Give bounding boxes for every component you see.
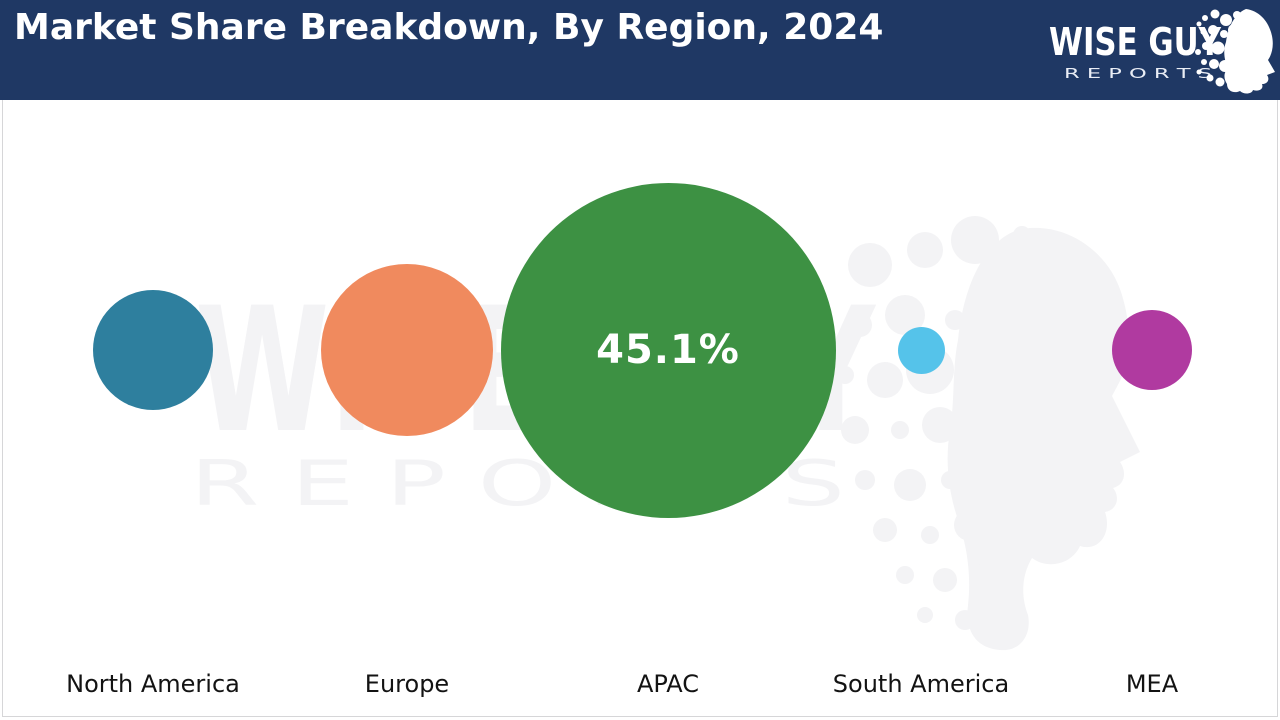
- category-label-mea: MEA: [1125, 670, 1179, 698]
- bubble-apac[interactable]: 45.1%: [500, 182, 836, 518]
- bubble-europe[interactable]: [321, 264, 493, 436]
- wise-guy-logo: WISE GUY R E P O R T S: [1006, 4, 1276, 96]
- logo-text-wise-guy: WISE GUY: [1049, 20, 1221, 64]
- bubble-mea[interactable]: [1112, 310, 1192, 390]
- chart-frame: [2, 100, 1278, 717]
- category-label-south-america: South America: [832, 670, 1010, 698]
- bubble-north-america[interactable]: [93, 290, 213, 410]
- logo-text-reports: R E P O R T S: [1064, 66, 1212, 82]
- category-label-europe: Europe: [364, 670, 450, 698]
- header: Market Share Breakdown, By Region, 2024 …: [0, 0, 1280, 100]
- bubble-value-label: 45.1%: [596, 327, 740, 373]
- category-label-apac: APAC: [636, 670, 700, 698]
- face-profile-icon: [1195, 9, 1275, 94]
- watermark-face-icon: [836, 216, 1140, 651]
- page-title: Market Share Breakdown, By Region, 2024: [14, 7, 884, 48]
- bubble-chart: WISE GUY R E P O R T S 45.1% North Am: [0, 100, 1280, 720]
- bubble-south-america[interactable]: [897, 326, 945, 374]
- category-label-north-america: North America: [66, 670, 240, 698]
- logo-graphic: WISE GUY R E P O R T S: [1049, 9, 1275, 94]
